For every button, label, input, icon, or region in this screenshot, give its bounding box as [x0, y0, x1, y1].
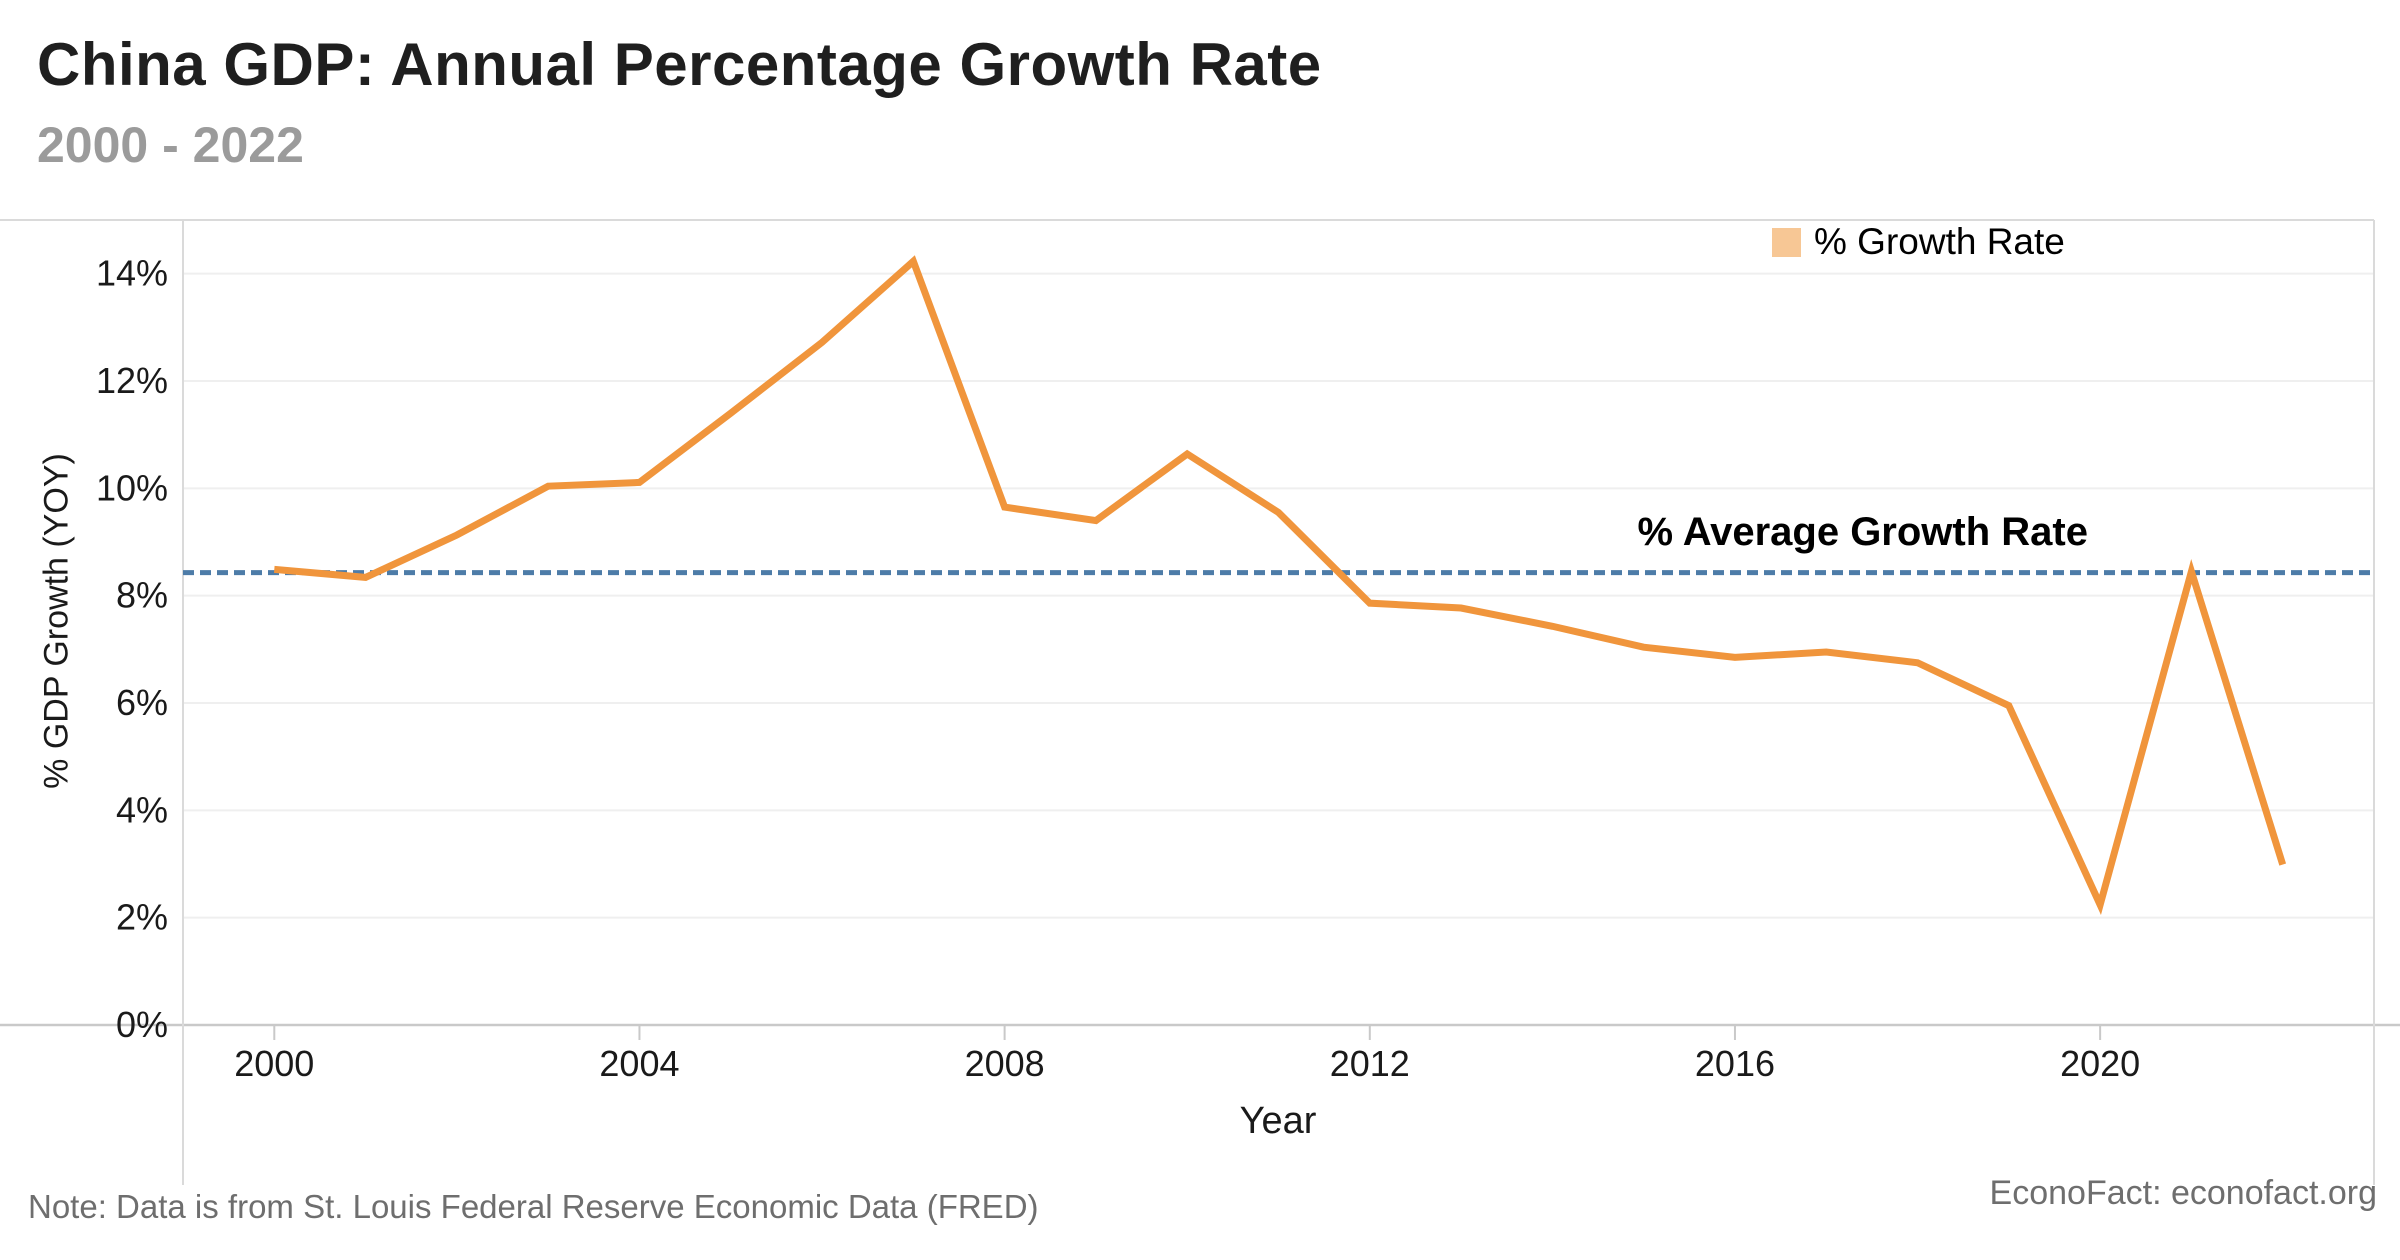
source-note: Note: Data is from St. Louis Federal Res… [28, 1188, 1039, 1225]
y-tick-label: 14% [96, 253, 168, 294]
y-tick-label: 12% [96, 360, 168, 401]
legend-series-label: % Growth Rate [1814, 221, 2065, 262]
chart-subtitle: 2000 - 2022 [37, 117, 304, 173]
y-tick-label: 0% [116, 1004, 168, 1045]
x-tick-label: 2016 [1695, 1043, 1775, 1084]
x-tick-label: 2000 [234, 1043, 314, 1084]
growth-rate-line [273, 255, 2287, 915]
y-tick-label: 4% [116, 789, 168, 830]
y-tick-label: 2% [116, 897, 168, 938]
x-tick-label: 2004 [599, 1043, 679, 1084]
legend-swatch-icon [1772, 227, 1801, 257]
x-tick-label: 2012 [1330, 1043, 1410, 1084]
chart-title: China GDP: Annual Percentage Growth Rate [37, 31, 1322, 98]
y-axis-title: % GDP Growth (YOY) [37, 453, 76, 789]
y-tick-label: 10% [96, 467, 168, 508]
y-tick-label: 6% [116, 682, 168, 723]
econofact-credit: EconoFact: econofact.org [1989, 1174, 2377, 1212]
average-growth-rate-label: % Average Growth Rate [1637, 510, 2089, 554]
x-tick-label: 2020 [2060, 1043, 2140, 1084]
legend: % Growth Rate [1772, 221, 2065, 262]
x-tick-label: 2008 [965, 1043, 1045, 1084]
x-axis-title: Year [1239, 1100, 1317, 1142]
y-tick-label: 8% [116, 575, 168, 616]
